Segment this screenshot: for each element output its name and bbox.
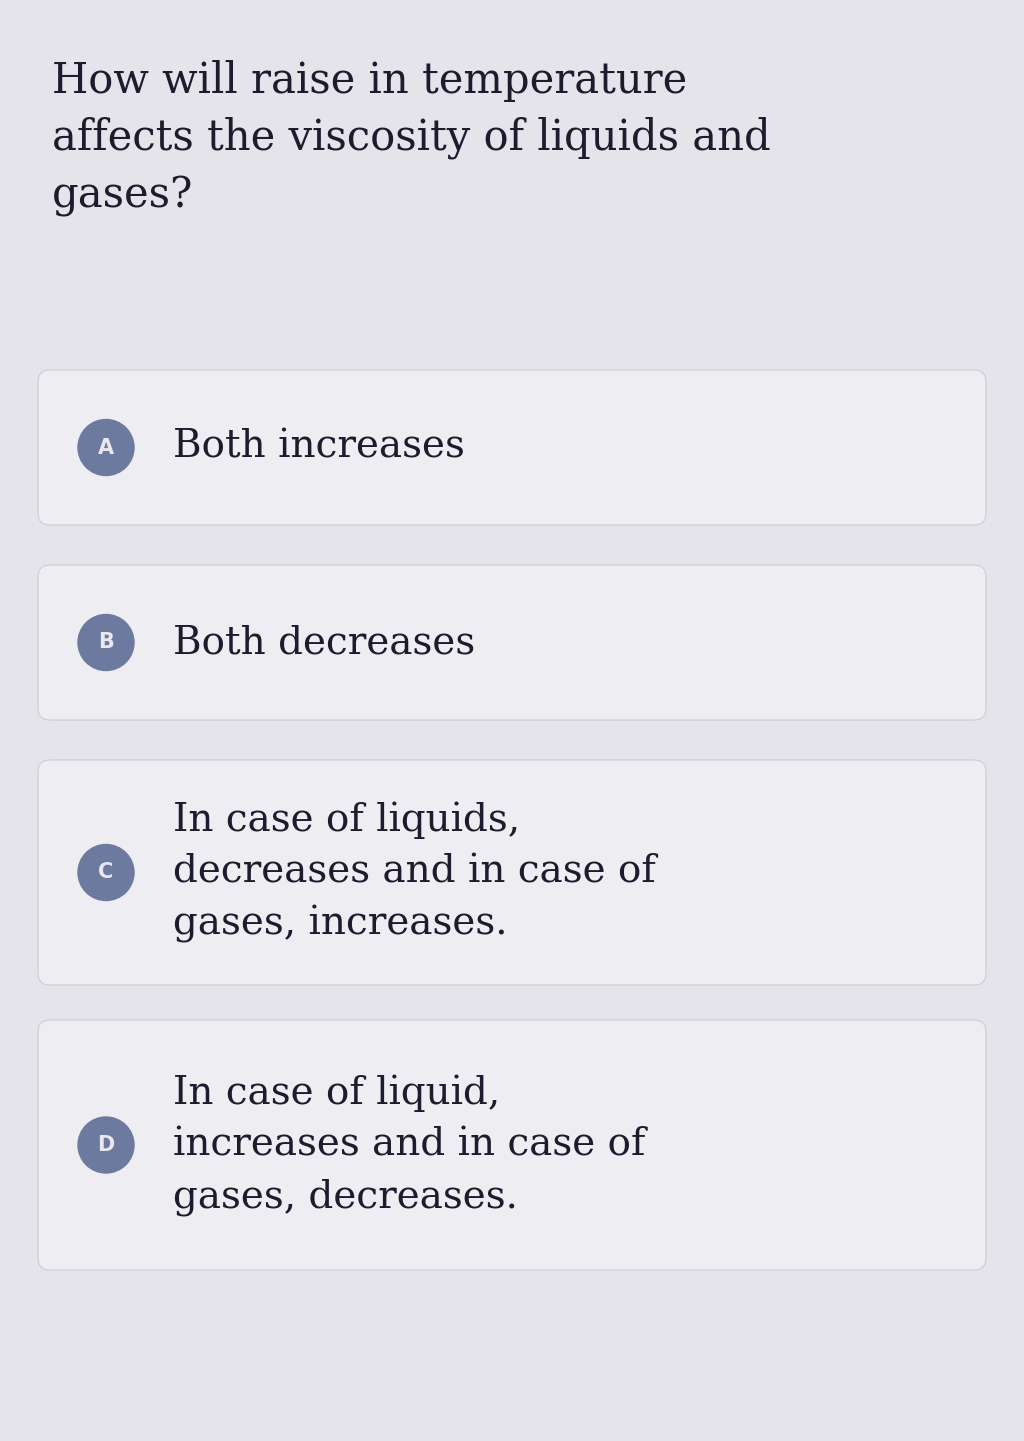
Text: In case of liquid,
increases and in case of
gases, decreases.: In case of liquid, increases and in case… <box>173 1075 645 1216</box>
Text: Both decreases: Both decreases <box>173 624 475 661</box>
Text: In case of liquids,
decreases and in case of
gases, increases.: In case of liquids, decreases and in cas… <box>173 801 655 944</box>
Circle shape <box>78 614 134 670</box>
Text: Both increases: Both increases <box>173 429 465 465</box>
Circle shape <box>78 419 134 476</box>
Text: A: A <box>98 438 114 457</box>
FancyBboxPatch shape <box>38 370 986 525</box>
Circle shape <box>78 844 134 901</box>
FancyBboxPatch shape <box>38 759 986 986</box>
Text: D: D <box>97 1136 115 1156</box>
FancyBboxPatch shape <box>38 1020 986 1270</box>
FancyBboxPatch shape <box>38 565 986 720</box>
Text: How will raise in temperature
affects the viscosity of liquids and
gases?: How will raise in temperature affects th… <box>52 61 771 216</box>
Text: C: C <box>98 863 114 882</box>
Circle shape <box>78 1117 134 1173</box>
Text: B: B <box>98 633 114 653</box>
